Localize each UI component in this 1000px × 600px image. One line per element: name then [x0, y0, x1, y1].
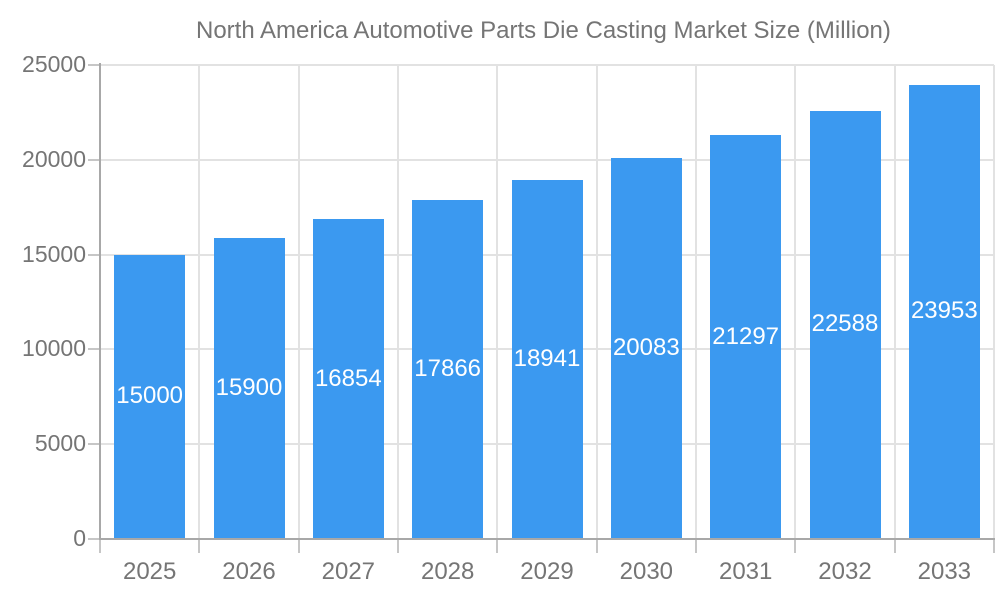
bar-2032[interactable]: [809, 110, 881, 538]
bar-2026[interactable]: [213, 237, 285, 538]
y-axis-tick: [88, 538, 100, 540]
y-axis-label: 0: [73, 525, 86, 551]
x-axis-tick: [893, 539, 896, 553]
x-axis-label: 2028: [420, 558, 475, 585]
x-gridline: [695, 65, 697, 539]
y-axis-label: 10000: [22, 335, 86, 362]
bar-2029[interactable]: [511, 179, 583, 538]
x-axis-label: 2026: [222, 558, 276, 585]
bar-2031[interactable]: [710, 135, 782, 538]
x-axis-tick: [496, 539, 499, 553]
x-axis-tick: [297, 539, 300, 553]
bar-2030[interactable]: [610, 158, 682, 538]
y-axis-line: [99, 63, 101, 539]
x-gridline: [496, 65, 499, 539]
x-axis-tick: [993, 539, 995, 553]
x-axis-tick: [198, 539, 201, 553]
bar-2033[interactable]: [908, 84, 980, 538]
y-axis-tick: [88, 64, 100, 66]
y-axis-label: 5000: [34, 430, 86, 457]
y-axis-tick: [88, 348, 100, 351]
y-axis-label: 15000: [22, 240, 86, 267]
x-axis-line: [99, 538, 995, 540]
x-axis-label: 2029: [520, 558, 574, 585]
x-axis-label: 2033: [917, 558, 972, 585]
y-axis-label: 20000: [22, 145, 86, 172]
legend: North America Automotive Parts Die Casti…: [100, 17, 891, 45]
x-gridline: [794, 65, 797, 539]
x-axis-label: 2030: [619, 558, 674, 585]
x-axis-tick: [397, 539, 399, 553]
x-axis-label: 2031: [718, 558, 773, 585]
y-axis-label: 25000: [22, 51, 86, 77]
y-axis-tick: [88, 253, 100, 256]
bar-2025[interactable]: [114, 254, 186, 538]
bar-2027[interactable]: [312, 219, 384, 538]
legend-label: North America Automotive Parts Die Casti…: [196, 17, 891, 44]
y-gridline: [100, 64, 994, 66]
x-gridline: [397, 65, 399, 539]
x-gridline: [993, 65, 995, 539]
x-axis-tick: [595, 539, 598, 553]
x-gridline: [595, 65, 598, 539]
x-axis-label: 2025: [122, 558, 177, 585]
y-gridline: [100, 158, 994, 161]
y-axis-tick: [88, 443, 100, 446]
x-gridline: [297, 65, 300, 539]
x-gridline: [893, 65, 896, 539]
legend-swatch-icon: [100, 21, 181, 42]
y-axis-tick: [88, 158, 100, 161]
x-gridline: [198, 65, 201, 539]
bar-2028[interactable]: [412, 200, 484, 538]
legend-item[interactable]: North America Automotive Parts Die Casti…: [100, 17, 891, 45]
x-axis-label: 2032: [818, 558, 872, 585]
x-axis-tick: [99, 539, 101, 553]
x-axis-label: 2027: [321, 558, 376, 585]
x-axis-tick: [695, 539, 697, 553]
x-axis-tick: [794, 539, 797, 553]
